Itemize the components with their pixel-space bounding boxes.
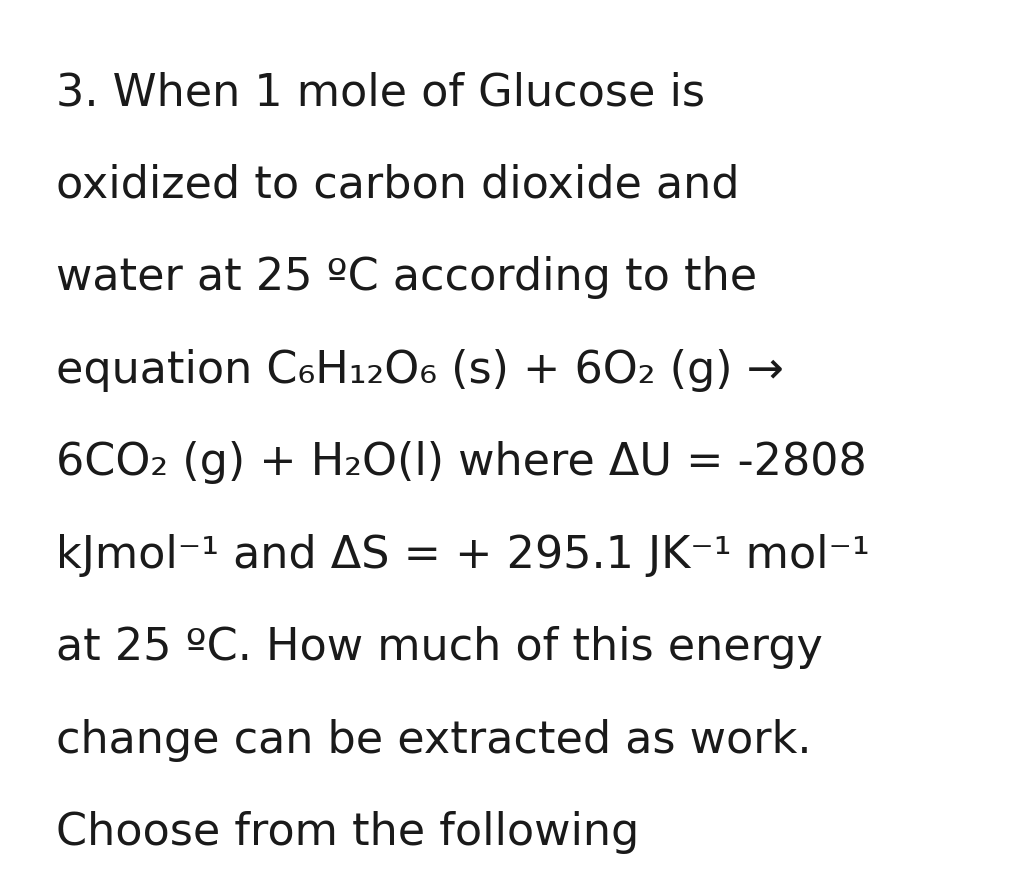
Text: 3. When 1 mole of Glucose is: 3. When 1 mole of Glucose is xyxy=(56,71,706,114)
Text: kJmol⁻¹ and ΔS = + 295.1 JK⁻¹ mol⁻¹: kJmol⁻¹ and ΔS = + 295.1 JK⁻¹ mol⁻¹ xyxy=(56,534,870,576)
Text: water at 25 ºC according to the: water at 25 ºC according to the xyxy=(56,256,758,299)
Text: equation C₆H₁₂O₆ (s) + 6O₂ (g) →: equation C₆H₁₂O₆ (s) + 6O₂ (g) → xyxy=(56,349,784,391)
Text: oxidized to carbon dioxide and: oxidized to carbon dioxide and xyxy=(56,164,739,206)
Text: change can be extracted as work.: change can be extracted as work. xyxy=(56,719,812,761)
Text: Choose from the following: Choose from the following xyxy=(56,811,640,854)
Text: at 25 ºC. How much of this energy: at 25 ºC. How much of this energy xyxy=(56,626,823,669)
Text: 6CO₂ (g) + H₂O(l) where ΔU = -2808: 6CO₂ (g) + H₂O(l) where ΔU = -2808 xyxy=(56,441,867,484)
